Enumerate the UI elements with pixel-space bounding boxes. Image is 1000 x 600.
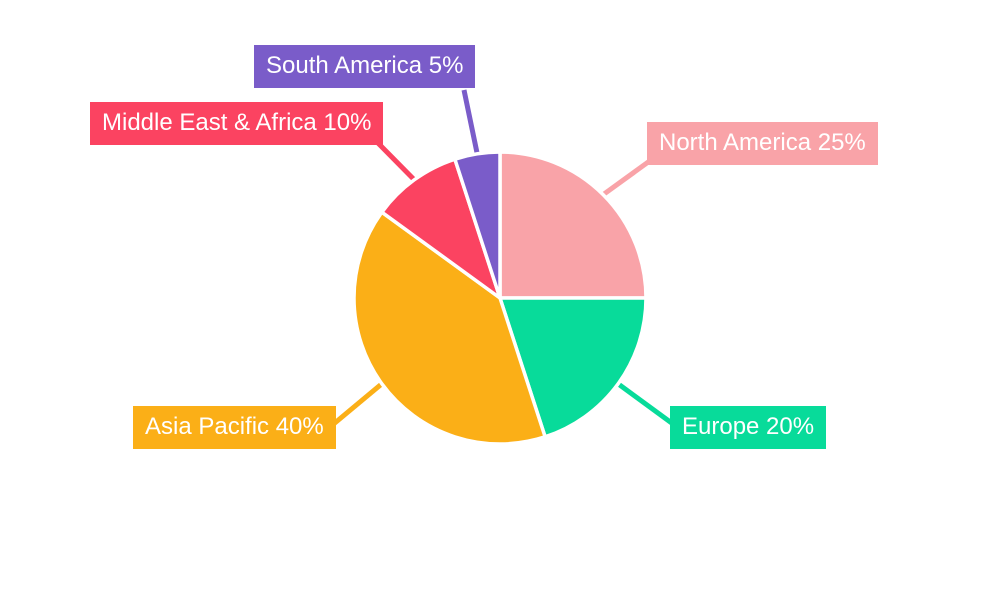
leader-line-middle-east-africa bbox=[372, 137, 416, 181]
leader-line-north-america bbox=[602, 157, 653, 197]
pie-slice-middle-east-africa[interactable] bbox=[380, 157, 502, 300]
pie-slice-north-america[interactable] bbox=[498, 150, 648, 300]
pie-slice-europe[interactable] bbox=[498, 296, 648, 439]
callout-label-south-america: South America 5% bbox=[254, 45, 476, 88]
callout-label-asia-pacific: Asia Pacific 40% bbox=[133, 406, 336, 449]
leader-line-europe bbox=[617, 382, 675, 427]
leader-lines bbox=[328, 89, 675, 429]
leader-line-asia-pacific bbox=[328, 382, 383, 429]
callout-label-north-america: North America 25% bbox=[647, 122, 878, 165]
leader-line-south-america bbox=[461, 89, 480, 154]
pie-slices bbox=[352, 150, 648, 446]
callout-label-middle-east-africa: Middle East & Africa 10% bbox=[90, 102, 384, 145]
pie-slice-south-america[interactable] bbox=[453, 150, 502, 300]
callout-label-europe: Europe 20% bbox=[670, 406, 827, 449]
pie-slice-asia-pacific[interactable] bbox=[352, 210, 547, 446]
